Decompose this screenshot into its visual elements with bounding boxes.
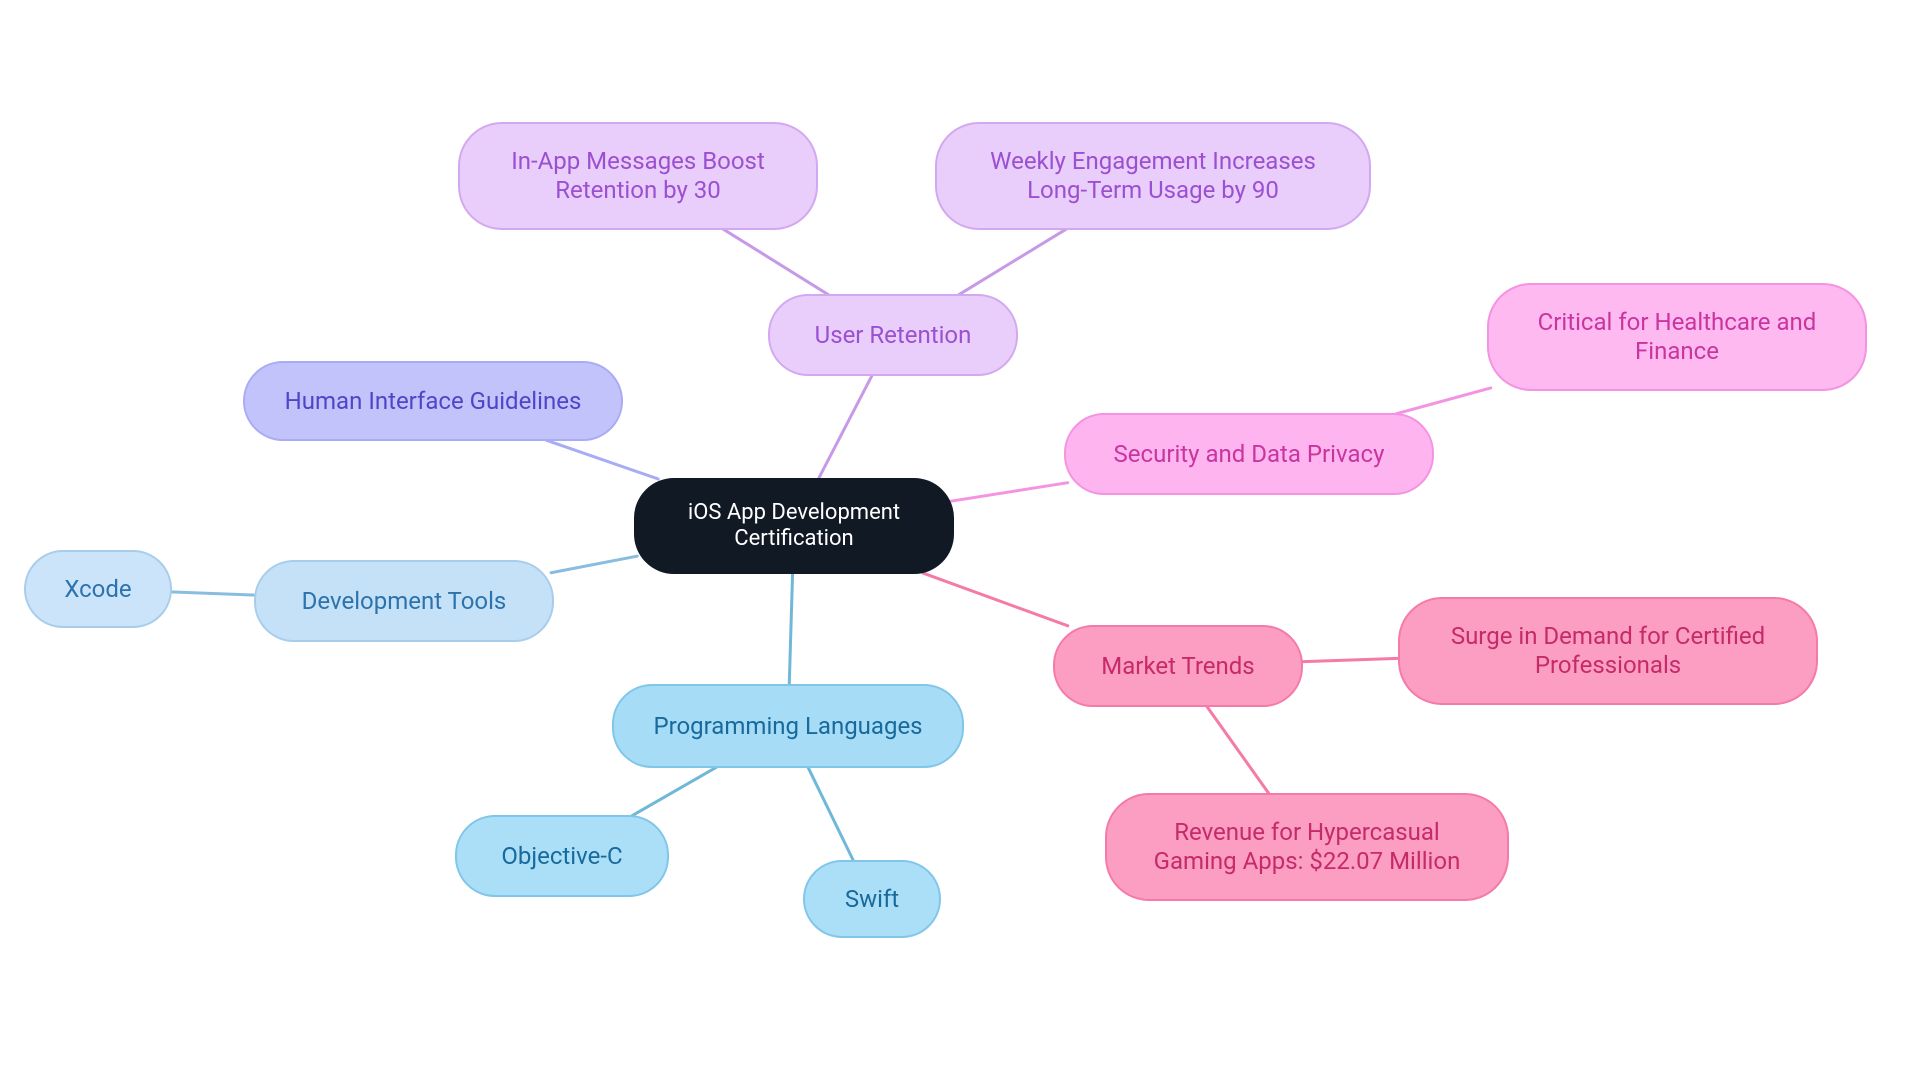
node-retention: User Retention [768,294,1018,376]
edge [923,573,1068,626]
edge [789,573,792,685]
edge [632,767,717,816]
node-label: Critical for Healthcare and Finance [1538,308,1817,366]
node-label: Revenue for Hypercasual Gaming Apps: $22… [1154,818,1461,876]
node-label: Objective-C [501,842,622,871]
node-label: iOS App Development Certification [688,500,900,553]
edge [818,375,872,479]
node-market: Market Trends [1053,625,1303,707]
node-xcode: Xcode [24,550,172,628]
node-label: Human Interface Guidelines [285,387,582,416]
node-devtools: Development Tools [254,560,554,642]
node-label: Swift [845,885,899,914]
node-weekly: Weekly Engagement Increases Long-Term Us… [935,122,1371,230]
edge [951,483,1068,501]
node-label: In-App Messages Boost Retention by 30 [511,147,765,205]
node-root: iOS App Development Certification [634,478,954,574]
edge [546,440,658,479]
node-label: Weekly Engagement Increases Long-Term Us… [990,147,1316,205]
node-label: Programming Languages [653,712,922,741]
edge [808,767,853,861]
mindmap-canvas: iOS App Development Certification Human I… [0,0,1920,1083]
node-healthfin: Critical for Healthcare and Finance [1487,283,1867,391]
edge [1301,658,1403,662]
node-label: Security and Data Privacy [1114,440,1385,469]
node-label: User Retention [815,321,972,350]
node-label: Surge in Demand for Certified Profession… [1451,622,1765,680]
node-label: Xcode [64,575,131,604]
edge [723,229,829,295]
edge [959,229,1067,295]
node-surge: Surge in Demand for Certified Profession… [1398,597,1818,705]
node-inapp: In-App Messages Boost Retention by 30 [458,122,818,230]
node-label: Market Trends [1101,652,1254,681]
edge [1207,706,1270,794]
edge [551,556,637,573]
node-swift: Swift [803,860,941,938]
edge [171,592,257,595]
node-proglang: Programming Languages [612,684,964,768]
node-revenue: Revenue for Hypercasual Gaming Apps: $22… [1105,793,1509,901]
node-security: Security and Data Privacy [1064,413,1434,495]
node-label: Development Tools [302,587,507,616]
node-hig: Human Interface Guidelines [243,361,623,441]
node-objc: Objective-C [455,815,669,897]
edge [1396,388,1491,414]
